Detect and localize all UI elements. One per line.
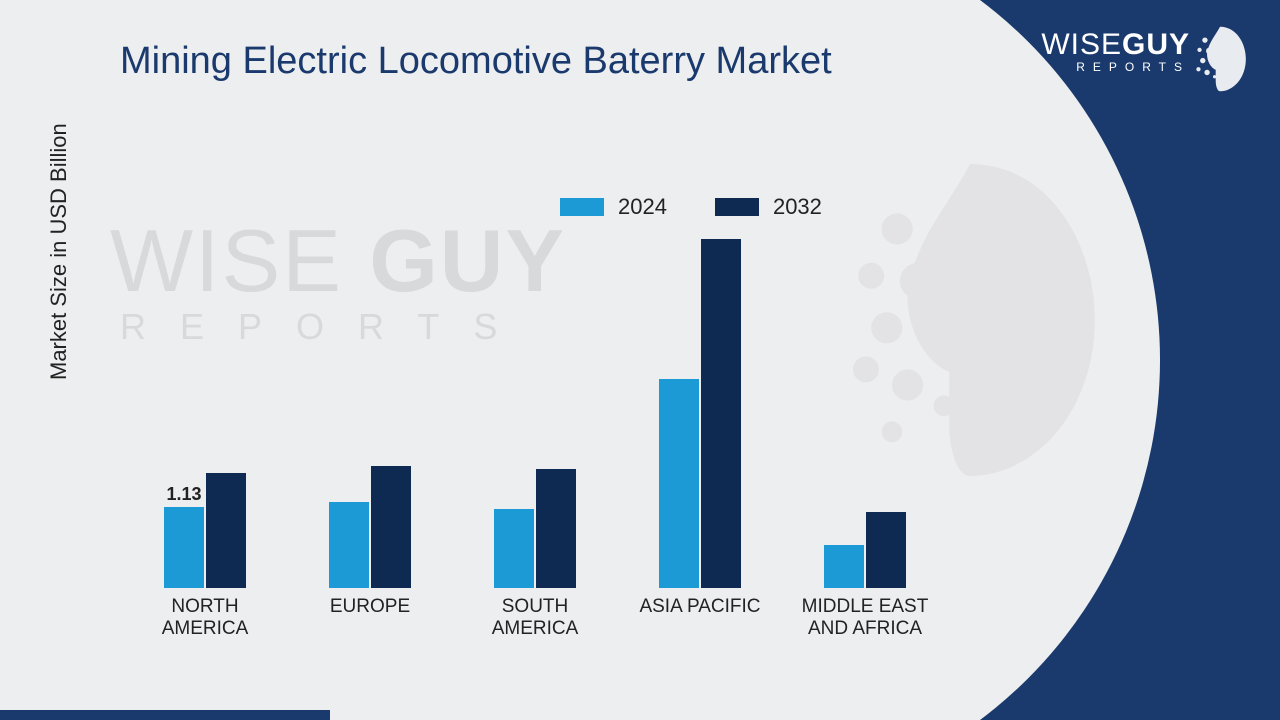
logo-bold: GUY: [1122, 28, 1190, 61]
logo-light: WISE: [1041, 28, 1122, 61]
logo-sub: REPORTS: [1041, 60, 1190, 74]
legend: 2024 2032: [560, 194, 822, 220]
chart-canvas: WISE GUY REPORTS Mining Electric Locomot…: [0, 0, 1280, 720]
bar-2024: [494, 509, 534, 588]
plot-area: 1.13: [130, 228, 950, 588]
bottom-accent-bar: [0, 710, 330, 720]
x-axis-label: ASIA PACIFIC: [630, 596, 770, 618]
x-axis-label: EUROPE: [300, 596, 440, 618]
chart-title: Mining Electric Locomotive Baterry Marke…: [120, 40, 840, 84]
bar-2032: [371, 466, 411, 588]
x-axis-label: MIDDLE EAST AND AFRICA: [795, 596, 935, 640]
right-panel: [965, 0, 1280, 720]
legend-item-2024: 2024: [560, 194, 667, 220]
legend-item-2032: 2032: [715, 194, 822, 220]
bar-2024: [659, 379, 699, 588]
y-axis-label: Market Size in USD Billion: [46, 123, 72, 380]
bar-2032: [866, 512, 906, 588]
bar-2024: [824, 545, 864, 588]
legend-swatch-2032: [715, 198, 759, 216]
legend-swatch-2024: [560, 198, 604, 216]
legend-label-2024: 2024: [618, 194, 667, 220]
bar-value-label: 1.13: [154, 484, 214, 507]
bar-2024: [329, 502, 369, 588]
bar-2032: [206, 473, 246, 588]
bar-2032: [701, 239, 741, 588]
legend-label-2032: 2032: [773, 194, 822, 220]
x-axis-label: NORTH AMERICA: [135, 596, 275, 640]
logo-head-icon: [1190, 24, 1250, 94]
bar-2024: 1.13: [164, 507, 204, 588]
x-axis-label: SOUTH AMERICA: [465, 596, 605, 640]
brand-logo: WISEGUY REPORTS: [1101, 28, 1250, 74]
bar-2032: [536, 469, 576, 588]
